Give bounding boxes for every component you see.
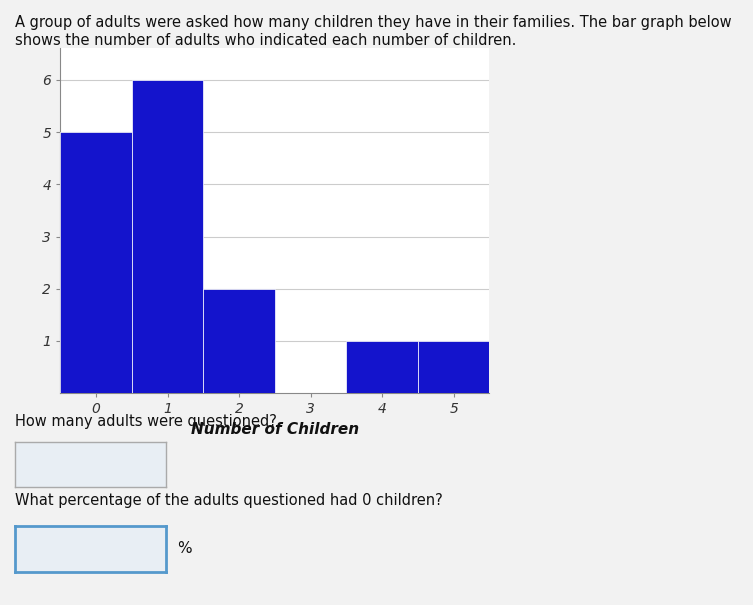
Bar (203, 289, 275, 393)
Text: What percentage of the adults questioned had 0 children?: What percentage of the adults questioned… (15, 493, 443, 508)
Text: A group of adults were asked how many children they have in their families. The : A group of adults were asked how many ch… (15, 15, 732, 30)
Text: How many adults were questioned?: How many adults were questioned? (15, 414, 277, 430)
X-axis label: Number of Children: Number of Children (191, 422, 359, 437)
Bar (418, 341, 489, 393)
Text: %: % (177, 541, 191, 556)
Bar (60, 132, 132, 393)
Text: shows the number of adults who indicated each number of children.: shows the number of adults who indicated… (15, 33, 517, 48)
Bar (132, 80, 203, 393)
Bar (346, 341, 418, 393)
